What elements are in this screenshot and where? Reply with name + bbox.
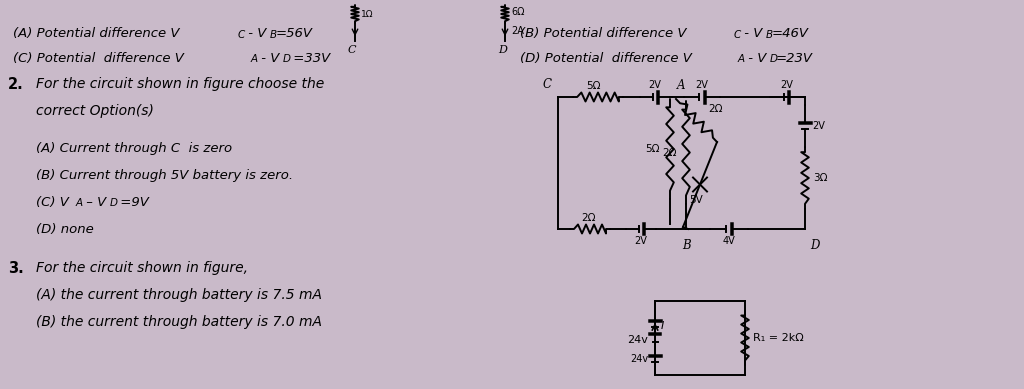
Text: =9V: =9V <box>116 196 148 209</box>
Text: =46V: =46V <box>772 27 809 40</box>
Text: 2Ω: 2Ω <box>581 213 595 223</box>
Text: - V: - V <box>740 27 763 40</box>
Text: =56V: =56V <box>276 27 313 40</box>
Text: C: C <box>348 45 356 55</box>
Text: – V: – V <box>82 196 106 209</box>
Text: 5Ω: 5Ω <box>645 144 660 154</box>
Text: 2A: 2A <box>511 26 524 36</box>
Text: D: D <box>810 239 819 252</box>
Text: (B) the current through battery is 7.0 mA: (B) the current through battery is 7.0 m… <box>36 315 322 329</box>
Text: For the circuit shown in figure,: For the circuit shown in figure, <box>36 261 248 275</box>
Text: 5V: 5V <box>689 194 702 205</box>
Text: 3Ω: 3Ω <box>813 173 827 183</box>
Text: 4V: 4V <box>723 236 735 246</box>
Text: =23V: =23V <box>776 52 813 65</box>
Text: D: D <box>110 198 118 209</box>
Text: - V: - V <box>244 27 266 40</box>
Text: D: D <box>283 54 291 65</box>
Text: (C) V: (C) V <box>36 196 69 209</box>
Text: (C) Potential  difference V: (C) Potential difference V <box>13 52 184 65</box>
Text: 2.: 2. <box>8 77 24 92</box>
Text: A: A <box>251 54 258 65</box>
Text: A: A <box>677 79 685 92</box>
Text: I: I <box>662 321 665 331</box>
Text: D: D <box>499 45 508 55</box>
Text: 2Ω: 2Ω <box>708 104 723 114</box>
Text: 2V: 2V <box>695 80 709 90</box>
Text: 2V: 2V <box>648 80 662 90</box>
Text: 5Ω: 5Ω <box>586 81 600 91</box>
Text: 2Ω: 2Ω <box>663 147 677 158</box>
Text: 6Ω: 6Ω <box>511 7 524 17</box>
Text: C: C <box>543 78 552 91</box>
Text: (B) Current through 5V battery is zero.: (B) Current through 5V battery is zero. <box>36 169 293 182</box>
Text: =33V: =33V <box>289 52 331 65</box>
Text: A: A <box>76 198 83 209</box>
Text: - V: - V <box>744 52 766 65</box>
Text: 2V: 2V <box>812 121 825 131</box>
Text: B: B <box>766 30 773 40</box>
Text: (A) Potential difference V: (A) Potential difference V <box>13 27 179 40</box>
Text: 24v: 24v <box>630 354 648 363</box>
Text: A: A <box>738 54 745 65</box>
Text: For the circuit shown in figure choose the: For the circuit shown in figure choose t… <box>36 77 325 91</box>
Text: (D) none: (D) none <box>36 223 94 236</box>
Text: (B) Potential difference V: (B) Potential difference V <box>520 27 686 40</box>
Text: (A) Current through C  is zero: (A) Current through C is zero <box>36 142 232 155</box>
Text: - V: - V <box>257 52 280 65</box>
Text: 24v: 24v <box>627 335 648 345</box>
Text: C: C <box>734 30 741 40</box>
Text: D: D <box>770 54 778 65</box>
Text: (D) Potential  difference V: (D) Potential difference V <box>520 52 692 65</box>
Text: R₁ = 2kΩ: R₁ = 2kΩ <box>753 333 804 343</box>
Text: 1Ω: 1Ω <box>361 10 374 19</box>
Text: B: B <box>682 239 690 252</box>
Text: 2V: 2V <box>780 80 793 90</box>
Text: 2V: 2V <box>635 236 647 246</box>
Text: (A) the current through battery is 7.5 mA: (A) the current through battery is 7.5 m… <box>36 288 322 302</box>
Text: C: C <box>238 30 246 40</box>
Text: B: B <box>270 30 278 40</box>
Text: correct Option(s): correct Option(s) <box>36 104 154 118</box>
Text: 3.: 3. <box>8 261 24 276</box>
